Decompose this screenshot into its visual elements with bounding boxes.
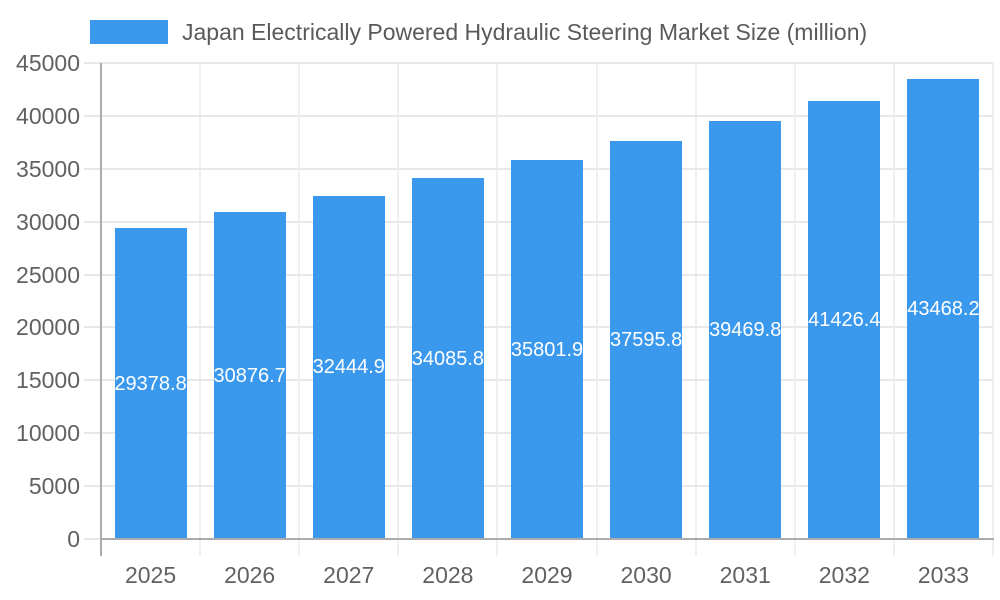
y-tick-label: 20000 xyxy=(16,314,80,341)
y-axis-tick xyxy=(84,326,101,329)
x-tick-label: 2028 xyxy=(422,562,474,588)
bar-2027[interactable] xyxy=(312,195,385,539)
bar-2026[interactable] xyxy=(213,212,286,539)
bar-2025[interactable] xyxy=(114,228,187,539)
bar-2028[interactable] xyxy=(411,178,484,539)
y-tick-label: 10000 xyxy=(16,420,80,447)
x-tick-label: 2026 xyxy=(224,562,276,588)
gridline-vertical xyxy=(694,63,697,556)
bar-2031[interactable] xyxy=(709,121,782,539)
x-tick-label: 2031 xyxy=(719,562,771,588)
y-axis-tick xyxy=(84,485,101,488)
x-tick-label: 2029 xyxy=(521,562,573,588)
y-axis-tick xyxy=(84,220,101,223)
y-tick-label: 35000 xyxy=(16,155,80,182)
gridline-vertical xyxy=(992,63,994,556)
y-tick-label: 25000 xyxy=(16,261,80,288)
y-axis-tick xyxy=(84,273,101,276)
y-axis-tick xyxy=(84,114,101,117)
bar-2030[interactable] xyxy=(610,141,683,539)
y-axis-line xyxy=(100,63,102,556)
y-tick-label: 15000 xyxy=(16,367,80,394)
gridline-vertical xyxy=(892,63,895,556)
x-axis-line xyxy=(100,538,994,540)
bar-2032[interactable] xyxy=(808,100,881,539)
gridline-vertical xyxy=(298,63,301,556)
y-tick-label: 0 xyxy=(67,526,80,552)
y-axis-tick xyxy=(84,379,101,382)
gridline-vertical xyxy=(793,63,796,556)
y-axis-tick xyxy=(84,538,101,540)
x-tick-label: 2032 xyxy=(818,562,870,588)
y-axis-tick xyxy=(84,432,101,435)
x-tick-label: 2025 xyxy=(124,562,177,588)
gridline-vertical xyxy=(595,63,598,556)
x-tick-label: 2027 xyxy=(323,562,375,588)
y-tick-label: 5000 xyxy=(28,473,80,500)
gridline-vertical xyxy=(496,63,499,556)
gridline-vertical xyxy=(199,63,202,556)
y-tick-label: 30000 xyxy=(16,208,80,235)
x-tick-label: 2030 xyxy=(620,562,672,588)
y-axis-tick xyxy=(84,62,101,64)
bar-2029[interactable] xyxy=(511,160,583,539)
y-tick-label: 40000 xyxy=(16,102,80,129)
y-tick-label: 45000 xyxy=(16,50,80,76)
legend-swatch xyxy=(90,20,168,44)
gridline-horizontal xyxy=(101,62,993,64)
gridline-horizontal xyxy=(101,114,993,117)
bar-2033[interactable] xyxy=(907,79,980,539)
gridline-vertical xyxy=(397,63,400,556)
legend-item[interactable]: Japan Electrically Powered Hydraulic Ste… xyxy=(90,17,867,47)
legend-title: Japan Electrically Powered Hydraulic Ste… xyxy=(182,19,868,45)
y-axis-tick xyxy=(84,167,101,170)
x-tick-label: 2033 xyxy=(917,562,970,588)
